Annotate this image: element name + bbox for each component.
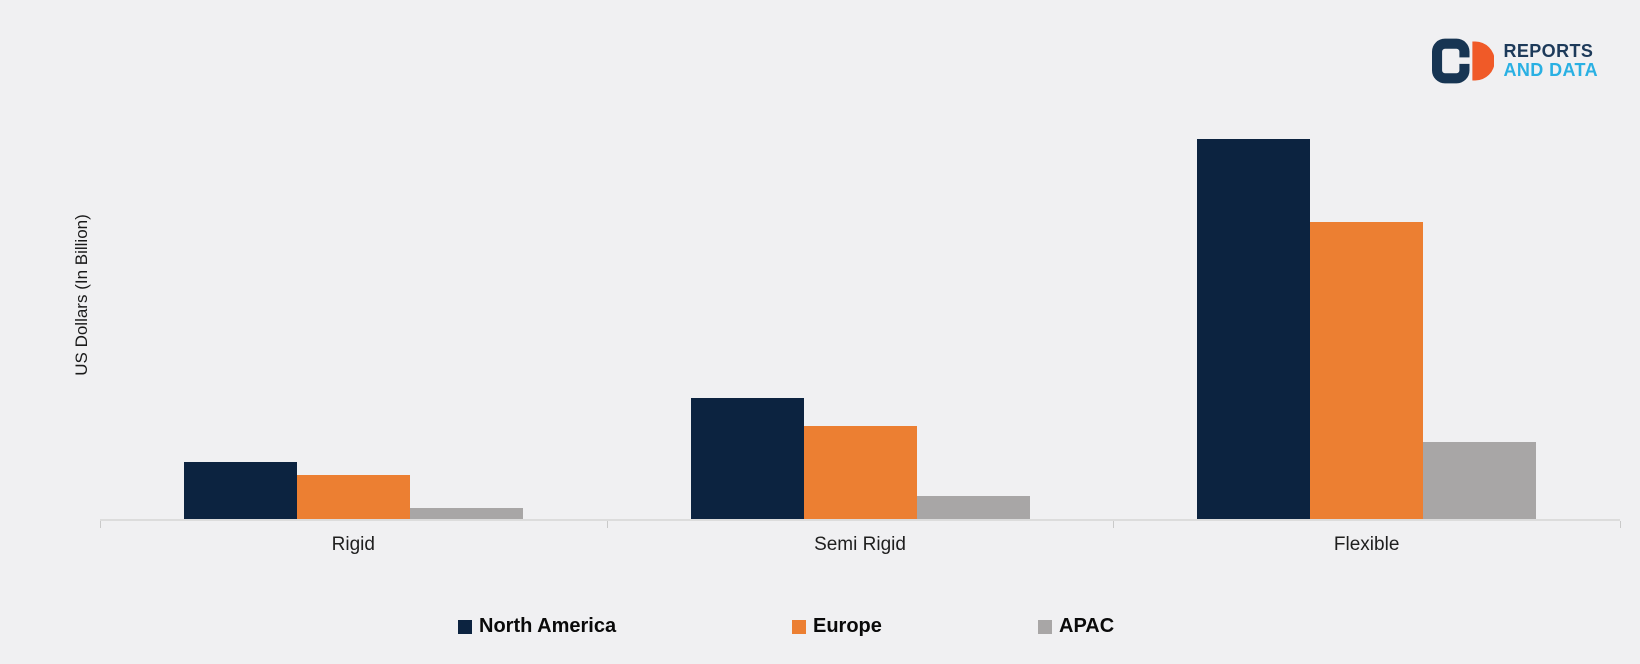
logo-line2: AND DATA [1503, 60, 1598, 80]
legend-label: APAC [1059, 615, 1115, 637]
rd-logo-icon [1432, 38, 1495, 84]
reports-and-data-logo: REPORTS AND DATA [1432, 38, 1598, 84]
x-axis-tick [1113, 521, 1114, 528]
x-axis-category-rigid: Rigid [331, 534, 375, 555]
logo-line1: REPORTS [1503, 41, 1594, 61]
x-axis-tick [100, 521, 101, 528]
legend-label: Europe [813, 615, 882, 637]
x-axis-category-semi-rigid: Semi Rigid [814, 534, 906, 555]
x-axis-tick [1620, 521, 1621, 528]
legend-item-north-america: North America [458, 615, 616, 638]
x-axis-category-flexible: Flexible [1333, 534, 1400, 555]
bar-north-america-flexible [1197, 139, 1310, 519]
bar-europe-flexible [1310, 222, 1423, 519]
legend-item-apac: APAC [1038, 615, 1114, 638]
legend-label: North America [479, 615, 617, 637]
logo-text: REPORTS AND DATA [1503, 42, 1598, 80]
bar-apac-flexible [1423, 442, 1536, 519]
bar-apac-semi-rigid [917, 496, 1030, 519]
legend-swatch-icon [458, 619, 472, 634]
x-axis-line [100, 519, 1620, 521]
bar-north-america-rigid [184, 462, 297, 519]
legend-item-europe: Europe [792, 615, 882, 638]
y-axis-label: US Dollars (In Billion) [72, 214, 91, 376]
bar-europe-rigid [297, 475, 410, 519]
legend-swatch-icon [792, 619, 806, 634]
bar-north-america-semi-rigid [691, 398, 804, 519]
x-axis-tick [607, 521, 608, 528]
legend-swatch-icon [1038, 619, 1052, 634]
bar-europe-semi-rigid [804, 426, 917, 519]
bar-apac-rigid [410, 508, 523, 519]
